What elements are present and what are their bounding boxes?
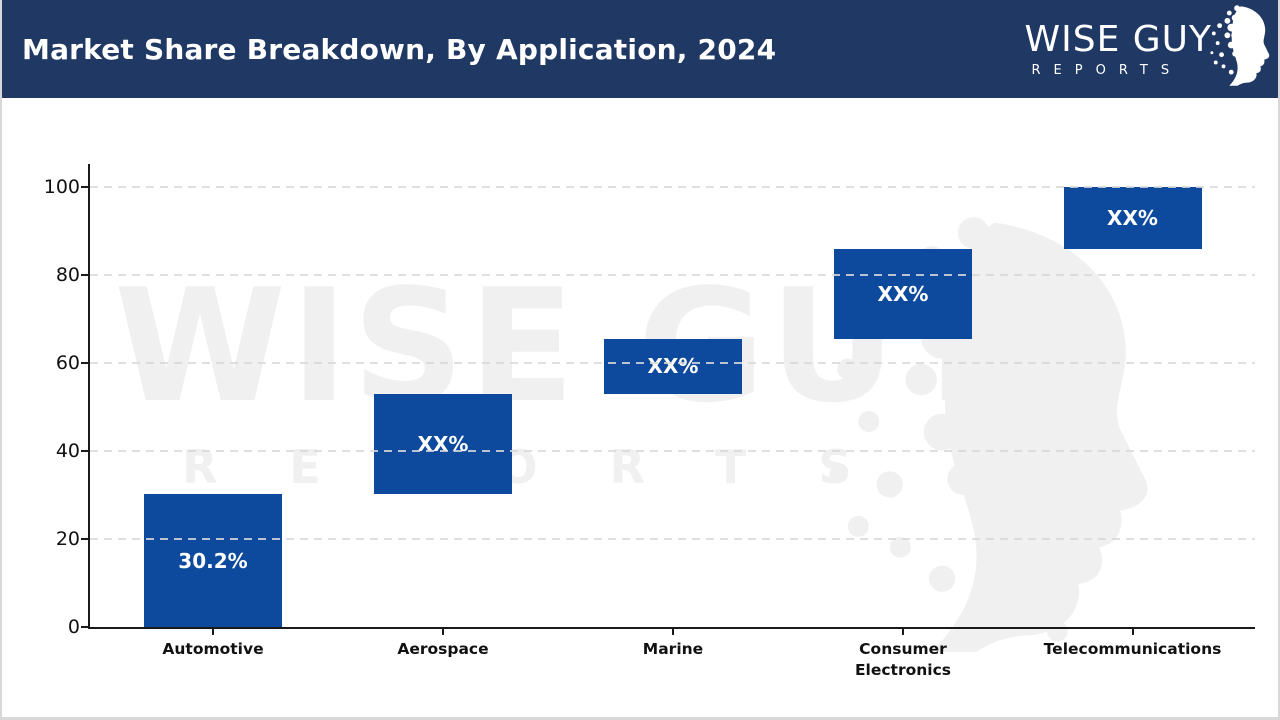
y-axis-tick-label: 0	[67, 616, 80, 638]
logo-face-icon	[1210, 5, 1270, 86]
logo-wordmark: WISE GUY	[1024, 19, 1212, 60]
y-axis-tick-label: 60	[55, 352, 80, 374]
logo-subtitle: REPORTS	[1031, 63, 1183, 78]
bar-value-label: XX%	[647, 354, 699, 379]
logo-text: WISE GUY REPORTS	[1024, 19, 1213, 79]
bar-value-label: XX%	[1107, 206, 1158, 231]
header-bar: Market Share Breakdown, By Application, …	[2, 0, 1278, 98]
x-axis-tick	[1131, 629, 1134, 635]
y-axis-spine	[88, 164, 90, 629]
y-axis-tick-label: 100	[43, 176, 80, 198]
bar-telecommunications: XX%	[1063, 187, 1202, 250]
gridline-20	[90, 538, 1255, 540]
gridline-40	[90, 450, 1255, 452]
y-axis-tick-label: 80	[55, 264, 80, 286]
y-axis-tick-label: 20	[55, 528, 80, 550]
y-axis-tick-label: 40	[55, 440, 80, 462]
y-axis-tick	[81, 362, 88, 364]
x-tick-label-consumer-electronics: Consumer Electronics	[854, 640, 952, 679]
gridline-60	[90, 362, 1255, 364]
y-axis-tick	[81, 186, 88, 188]
x-axis-tick	[212, 629, 214, 635]
chart-title: Market Share Breakdown, By Application, …	[22, 32, 777, 66]
bar-automotive: 30.2%	[144, 494, 282, 627]
x-tick-label-marine: Marine	[642, 640, 704, 658]
bar-marine: XX%	[604, 338, 742, 394]
x-axis-tick	[902, 629, 904, 635]
y-axis-tick	[81, 538, 88, 540]
bar-value-label: 30.2%	[178, 548, 248, 573]
x-tick-label-aerospace: Aerospace	[397, 640, 489, 658]
bar-value-label: XX%	[877, 282, 929, 307]
x-tick-label-automotive: Automotive	[162, 640, 264, 658]
x-axis-tick	[442, 629, 444, 635]
x-tick-label-telecommunications: Telecommunications	[1043, 640, 1222, 658]
y-axis-tick	[81, 626, 88, 628]
watermark-text-reports: REPORTS	[182, 440, 924, 494]
wise-guy-logo: WISE GUY REPORTS	[1025, 4, 1271, 86]
bar-value-label: XX%	[417, 431, 469, 456]
bar-consumer-electronics: XX%	[834, 249, 972, 339]
gridline-80	[90, 274, 1255, 276]
x-axis-spine	[88, 627, 1255, 629]
x-axis-tick	[672, 629, 674, 635]
y-axis-tick	[81, 450, 88, 452]
y-axis-tick	[81, 274, 88, 276]
bar-aerospace: XX%	[374, 393, 512, 495]
gridline-100	[90, 186, 1255, 188]
